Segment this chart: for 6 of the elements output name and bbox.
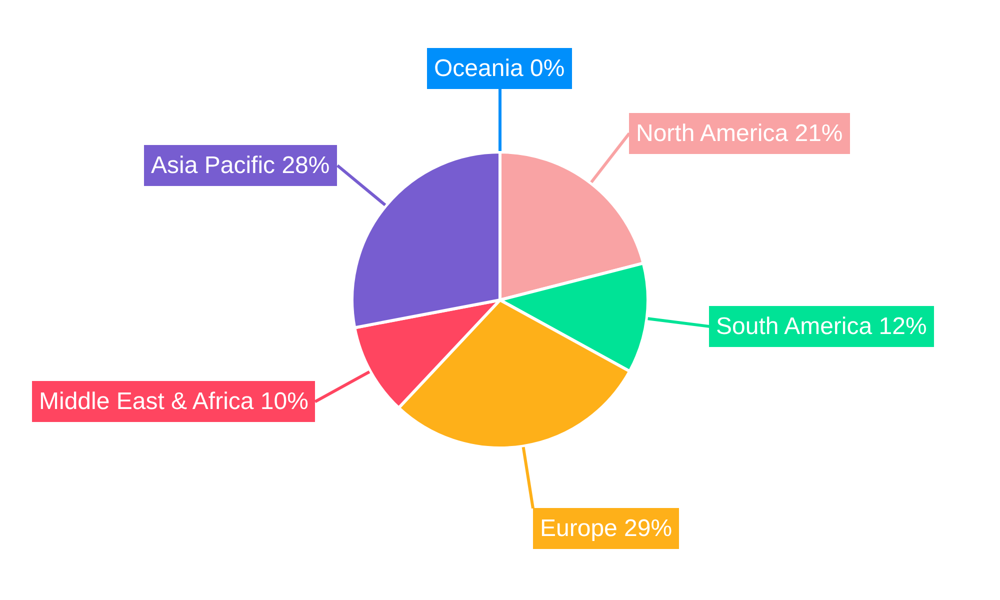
- slice-label: North America 21%: [636, 120, 843, 147]
- slice-label: Europe 29%: [540, 515, 672, 542]
- category-label: Oceania 0%: [434, 55, 565, 82]
- slice-label: Middle East & Africa 10%: [39, 388, 308, 415]
- slice-label: South America 12%: [716, 313, 927, 340]
- slice-label: Asia Pacific 28%: [151, 152, 330, 179]
